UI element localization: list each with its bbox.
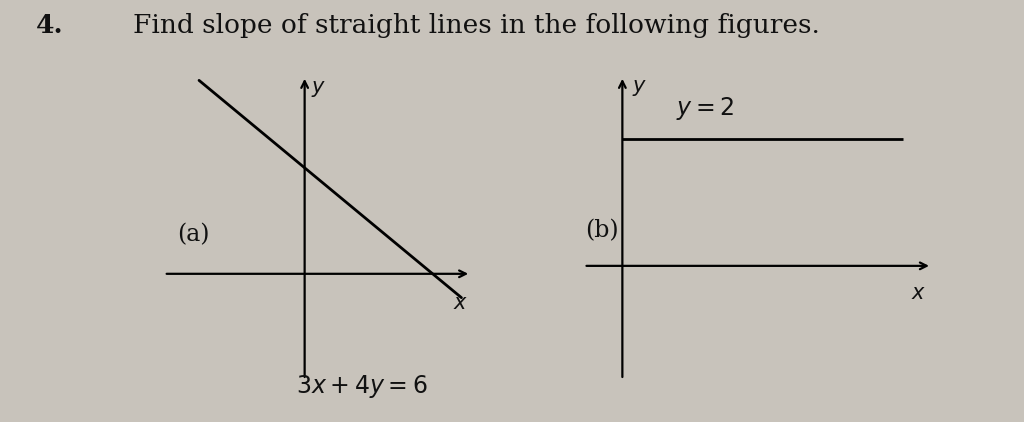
Text: $y$: $y$ — [311, 79, 327, 100]
Text: $3x + 4y = 6$: $3x + 4y = 6$ — [297, 373, 428, 400]
Text: $y = 2$: $y = 2$ — [676, 95, 734, 122]
Text: (b): (b) — [586, 219, 620, 243]
Text: (a): (a) — [177, 223, 209, 246]
Text: 4.: 4. — [36, 13, 63, 38]
Text: $x$: $x$ — [911, 284, 926, 303]
Text: $y$: $y$ — [632, 78, 647, 98]
Text: Find slope of straight lines in the following figures.: Find slope of straight lines in the foll… — [133, 13, 820, 38]
Text: $x$: $x$ — [453, 294, 468, 313]
